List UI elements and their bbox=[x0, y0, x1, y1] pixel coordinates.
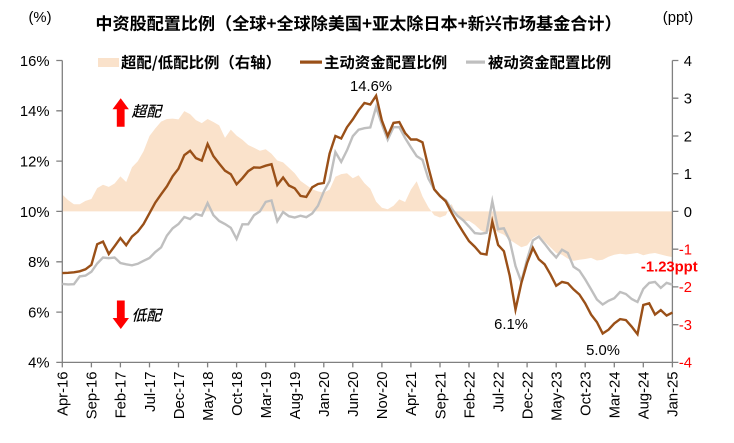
svg-text:0: 0 bbox=[684, 205, 692, 221]
svg-text:Jun-20: Jun-20 bbox=[346, 372, 362, 417]
svg-text:3: 3 bbox=[684, 92, 692, 108]
svg-text:-1.23ppt: -1.23ppt bbox=[641, 260, 698, 276]
svg-text:-3: -3 bbox=[679, 318, 692, 334]
svg-text:Mar-24: Mar-24 bbox=[608, 372, 624, 419]
svg-text:Aug-19: Aug-19 bbox=[288, 372, 304, 420]
svg-text:4: 4 bbox=[684, 54, 692, 70]
svg-text:14%: 14% bbox=[20, 104, 50, 120]
svg-text:14.6%: 14.6% bbox=[350, 79, 392, 95]
svg-text:(%): (%) bbox=[28, 10, 51, 26]
svg-text:12%: 12% bbox=[20, 154, 50, 170]
svg-text:Dec-17: Dec-17 bbox=[172, 372, 188, 420]
svg-text:Jan-25: Jan-25 bbox=[666, 372, 682, 417]
svg-text:Aug-24: Aug-24 bbox=[637, 372, 653, 420]
svg-text:-1: -1 bbox=[679, 243, 692, 259]
svg-text:6%: 6% bbox=[28, 305, 49, 321]
svg-text:6.1%: 6.1% bbox=[494, 317, 528, 333]
svg-text:Sep-16: Sep-16 bbox=[85, 372, 101, 420]
svg-text:2: 2 bbox=[684, 129, 692, 145]
svg-text:Feb-17: Feb-17 bbox=[114, 372, 130, 419]
svg-text:Sep-21: Sep-21 bbox=[433, 372, 449, 420]
svg-text:-2: -2 bbox=[679, 280, 692, 296]
svg-text:Oct-18: Oct-18 bbox=[230, 372, 246, 416]
svg-text:Feb-22: Feb-22 bbox=[462, 372, 478, 419]
svg-text:16%: 16% bbox=[20, 54, 50, 70]
svg-text:1: 1 bbox=[684, 167, 692, 183]
svg-text:4%: 4% bbox=[28, 356, 49, 372]
svg-text:Mar-19: Mar-19 bbox=[259, 372, 275, 419]
svg-text:(ppt): (ppt) bbox=[663, 10, 693, 26]
svg-text:May-23: May-23 bbox=[550, 372, 566, 421]
svg-text:Jan-20: Jan-20 bbox=[317, 372, 333, 417]
svg-text:Jul-17: Jul-17 bbox=[143, 372, 159, 412]
svg-text:5.0%: 5.0% bbox=[586, 343, 620, 359]
svg-text:8%: 8% bbox=[28, 255, 49, 271]
svg-text:10%: 10% bbox=[20, 205, 50, 221]
svg-text:Apr-21: Apr-21 bbox=[404, 372, 420, 416]
svg-text:Dec-22: Dec-22 bbox=[520, 372, 536, 420]
svg-text:Jul-22: Jul-22 bbox=[491, 372, 507, 412]
svg-text:Apr-16: Apr-16 bbox=[56, 372, 72, 416]
svg-text:-4: -4 bbox=[679, 356, 692, 372]
svg-text:Oct-23: Oct-23 bbox=[579, 372, 595, 416]
svg-text:Nov-20: Nov-20 bbox=[375, 372, 391, 420]
svg-text:May-18: May-18 bbox=[201, 372, 217, 421]
